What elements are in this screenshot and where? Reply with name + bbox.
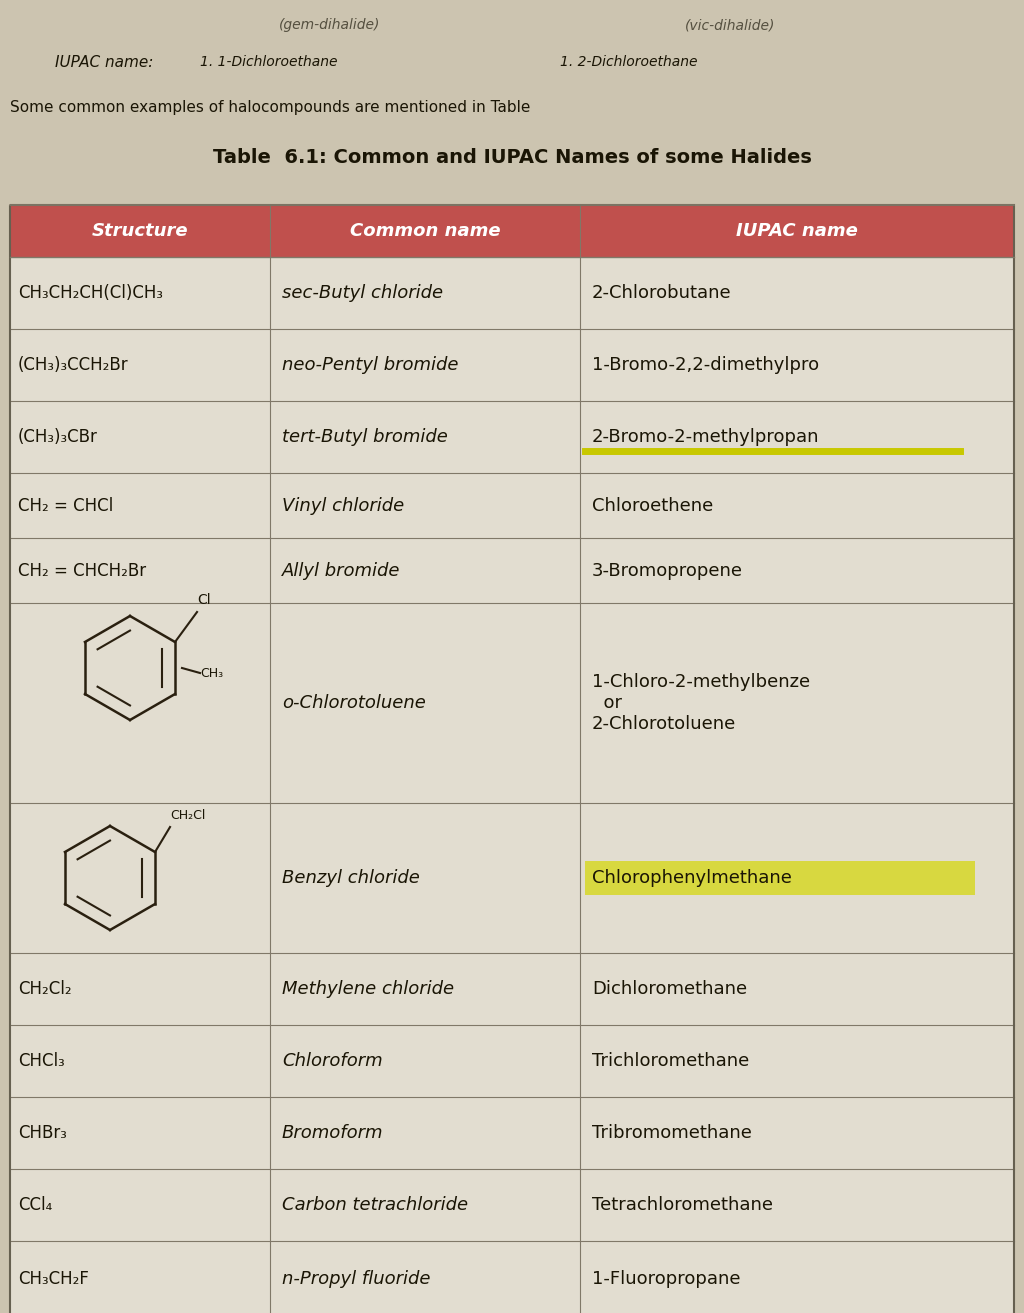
Text: CH₃CH₂F: CH₃CH₂F bbox=[18, 1270, 89, 1288]
Text: 1-Bromo-2,2-dimethylpro: 1-Bromo-2,2-dimethylpro bbox=[592, 356, 819, 374]
Text: Structure: Structure bbox=[92, 222, 188, 240]
Text: neo-Pentyl bromide: neo-Pentyl bromide bbox=[282, 356, 459, 374]
Text: 1. 2-Dichloroethane: 1. 2-Dichloroethane bbox=[560, 55, 697, 70]
Text: CH₂Cl₂: CH₂Cl₂ bbox=[18, 979, 72, 998]
Text: IUPAC name: IUPAC name bbox=[736, 222, 858, 240]
Text: Chloroethene: Chloroethene bbox=[592, 496, 714, 515]
Text: tert-Butyl bromide: tert-Butyl bromide bbox=[282, 428, 447, 446]
Text: Trichloromethane: Trichloromethane bbox=[592, 1052, 750, 1070]
Text: Methylene chloride: Methylene chloride bbox=[282, 979, 454, 998]
Text: (vic-dihalide): (vic-dihalide) bbox=[685, 18, 775, 32]
Text: Carbon tetrachloride: Carbon tetrachloride bbox=[282, 1196, 468, 1215]
Bar bbox=[10, 804, 1014, 953]
Text: 1. 1-Dichloroethane: 1. 1-Dichloroethane bbox=[200, 55, 338, 70]
Text: sec-Butyl chloride: sec-Butyl chloride bbox=[282, 284, 443, 302]
Text: CH₃CH₂CH(Cl)CH₃: CH₃CH₂CH(Cl)CH₃ bbox=[18, 284, 163, 302]
Bar bbox=[10, 1169, 1014, 1241]
Text: CHBr₃: CHBr₃ bbox=[18, 1124, 67, 1142]
Text: n-Propyl fluoride: n-Propyl fluoride bbox=[282, 1270, 430, 1288]
Bar bbox=[10, 205, 1014, 257]
Text: Some common examples of halocompounds are mentioned in Table: Some common examples of halocompounds ar… bbox=[10, 100, 530, 116]
Bar bbox=[10, 1096, 1014, 1169]
Text: 1-Chloro-2-methylbenze
  or
2-Chlorotoluene: 1-Chloro-2-methylbenze or 2-Chlorotoluen… bbox=[592, 674, 810, 733]
Bar bbox=[585, 861, 975, 895]
Text: CH₂Cl: CH₂Cl bbox=[170, 809, 206, 822]
Bar bbox=[10, 538, 1014, 603]
Text: Allyl bromide: Allyl bromide bbox=[282, 562, 400, 579]
Text: 2-Bromo-2-methylpropan: 2-Bromo-2-methylpropan bbox=[592, 428, 819, 446]
Text: IUPAC name:: IUPAC name: bbox=[55, 55, 154, 70]
Text: Dichloromethane: Dichloromethane bbox=[592, 979, 748, 998]
Bar bbox=[10, 1025, 1014, 1096]
Text: 2-Chlorobutane: 2-Chlorobutane bbox=[592, 284, 731, 302]
Bar bbox=[10, 603, 1014, 804]
Text: (CH₃)₃CCH₂Br: (CH₃)₃CCH₂Br bbox=[18, 356, 129, 374]
Text: 1-Fluoropropane: 1-Fluoropropane bbox=[592, 1270, 740, 1288]
Text: Benzyl chloride: Benzyl chloride bbox=[282, 869, 420, 888]
Text: o-Chlorotoluene: o-Chlorotoluene bbox=[282, 695, 426, 712]
Text: CHCl₃: CHCl₃ bbox=[18, 1052, 65, 1070]
Bar bbox=[10, 953, 1014, 1025]
Bar bbox=[10, 205, 1014, 1313]
Text: CH₂ = CHCl: CH₂ = CHCl bbox=[18, 496, 114, 515]
Bar bbox=[10, 400, 1014, 473]
Text: (gem-dihalide): (gem-dihalide) bbox=[280, 18, 381, 32]
Text: Tribromomethane: Tribromomethane bbox=[592, 1124, 752, 1142]
Text: Tetrachloromethane: Tetrachloromethane bbox=[592, 1196, 773, 1215]
Text: Chloroform: Chloroform bbox=[282, 1052, 383, 1070]
Text: Common name: Common name bbox=[349, 222, 501, 240]
Text: Vinyl chloride: Vinyl chloride bbox=[282, 496, 404, 515]
Text: Cl: Cl bbox=[197, 593, 211, 607]
Bar bbox=[10, 257, 1014, 330]
Bar bbox=[10, 1241, 1014, 1313]
Text: CH₂ = CHCH₂Br: CH₂ = CHCH₂Br bbox=[18, 562, 146, 579]
Text: CCl₄: CCl₄ bbox=[18, 1196, 52, 1215]
Text: Table  6.1: Common and IUPAC Names of some Halides: Table 6.1: Common and IUPAC Names of som… bbox=[213, 148, 811, 167]
Text: Bromoform: Bromoform bbox=[282, 1124, 384, 1142]
Text: 3-Bromopropene: 3-Bromopropene bbox=[592, 562, 743, 579]
Text: Chlorophenylmethane: Chlorophenylmethane bbox=[592, 869, 792, 888]
Bar bbox=[10, 330, 1014, 400]
Bar bbox=[10, 473, 1014, 538]
Text: (CH₃)₃CBr: (CH₃)₃CBr bbox=[18, 428, 98, 446]
Text: CH₃: CH₃ bbox=[200, 667, 223, 680]
